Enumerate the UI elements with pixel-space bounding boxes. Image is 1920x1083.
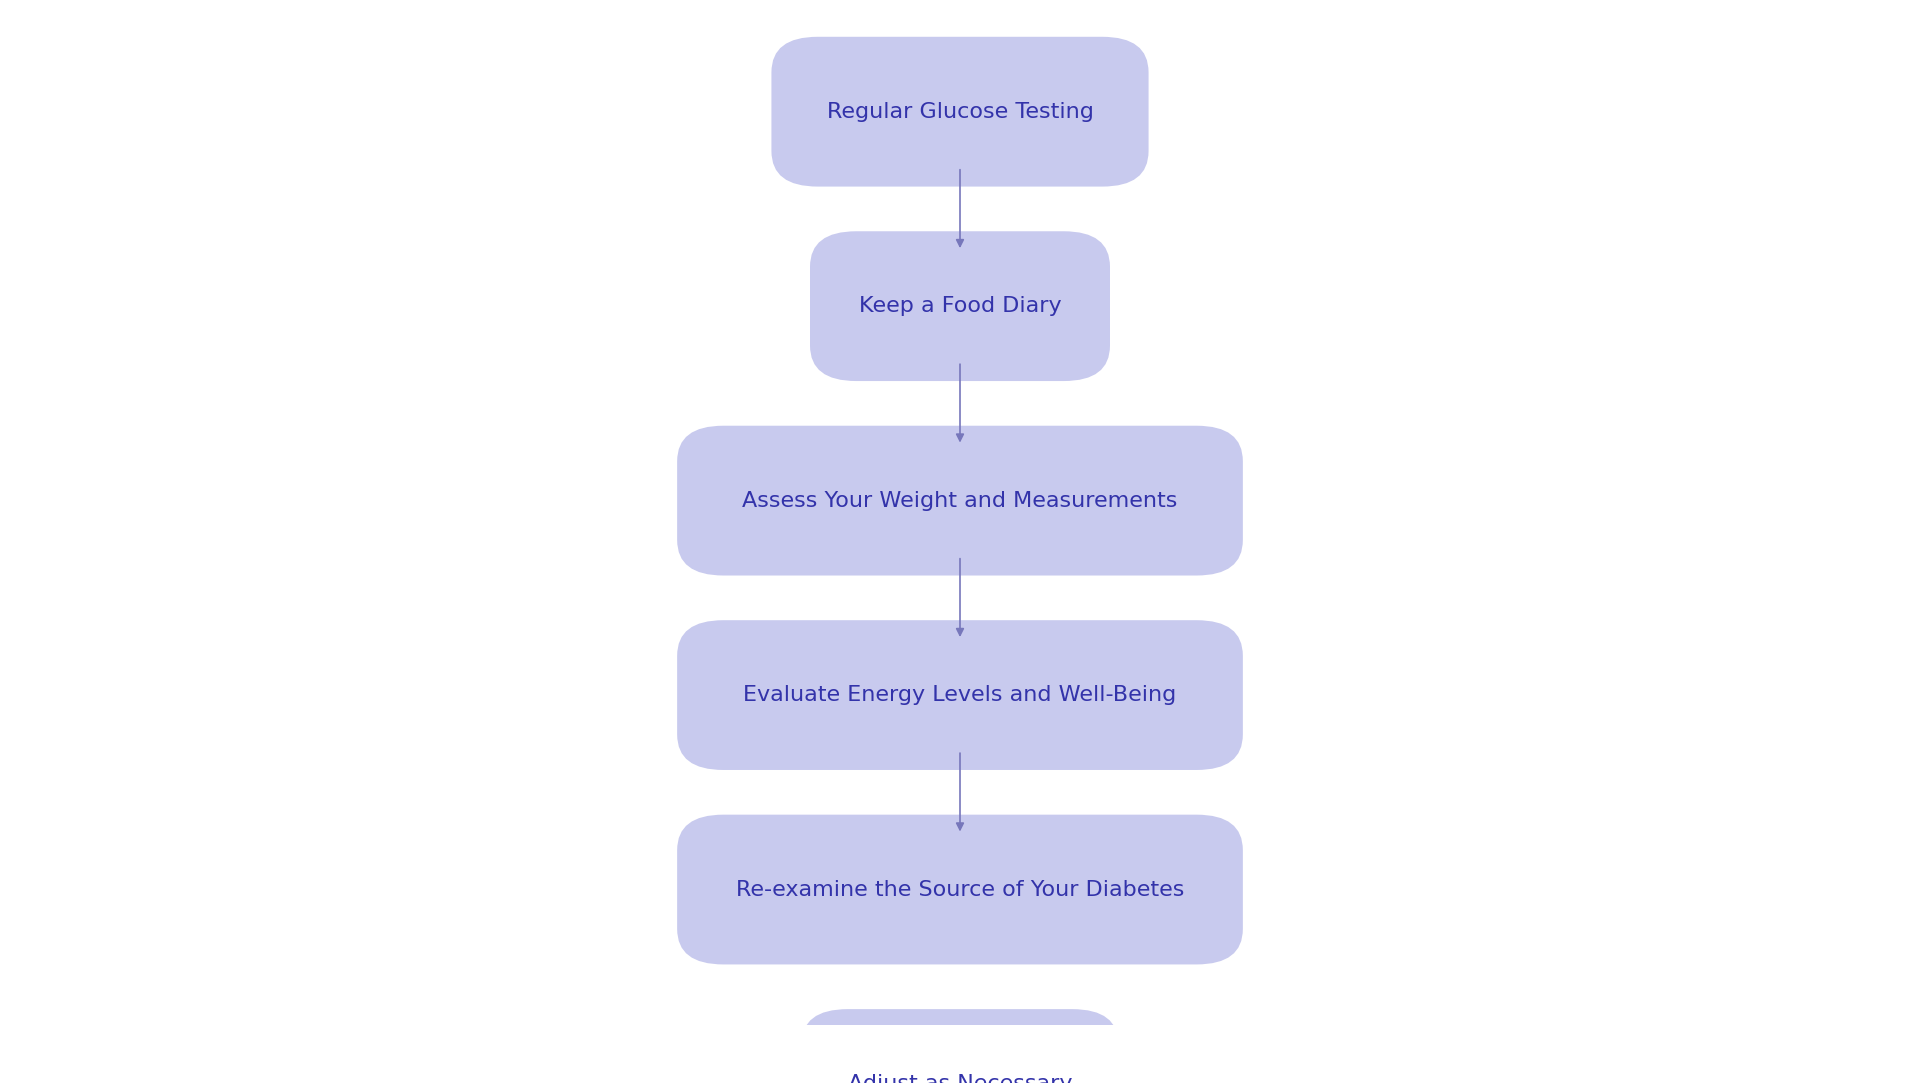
FancyBboxPatch shape	[678, 426, 1242, 575]
Text: Regular Glucose Testing: Regular Glucose Testing	[828, 102, 1092, 121]
FancyBboxPatch shape	[772, 37, 1148, 186]
Text: Keep a Food Diary: Keep a Food Diary	[858, 296, 1062, 316]
FancyBboxPatch shape	[810, 232, 1110, 381]
Text: Assess Your Weight and Measurements: Assess Your Weight and Measurements	[743, 491, 1177, 510]
Text: Adjust as Necessary: Adjust as Necessary	[849, 1074, 1071, 1083]
Text: Re-examine the Source of Your Diabetes: Re-examine the Source of Your Diabetes	[735, 879, 1185, 900]
FancyBboxPatch shape	[678, 814, 1242, 965]
Text: Evaluate Energy Levels and Well-Being: Evaluate Energy Levels and Well-Being	[743, 686, 1177, 705]
FancyBboxPatch shape	[801, 1009, 1119, 1083]
FancyBboxPatch shape	[678, 621, 1242, 770]
